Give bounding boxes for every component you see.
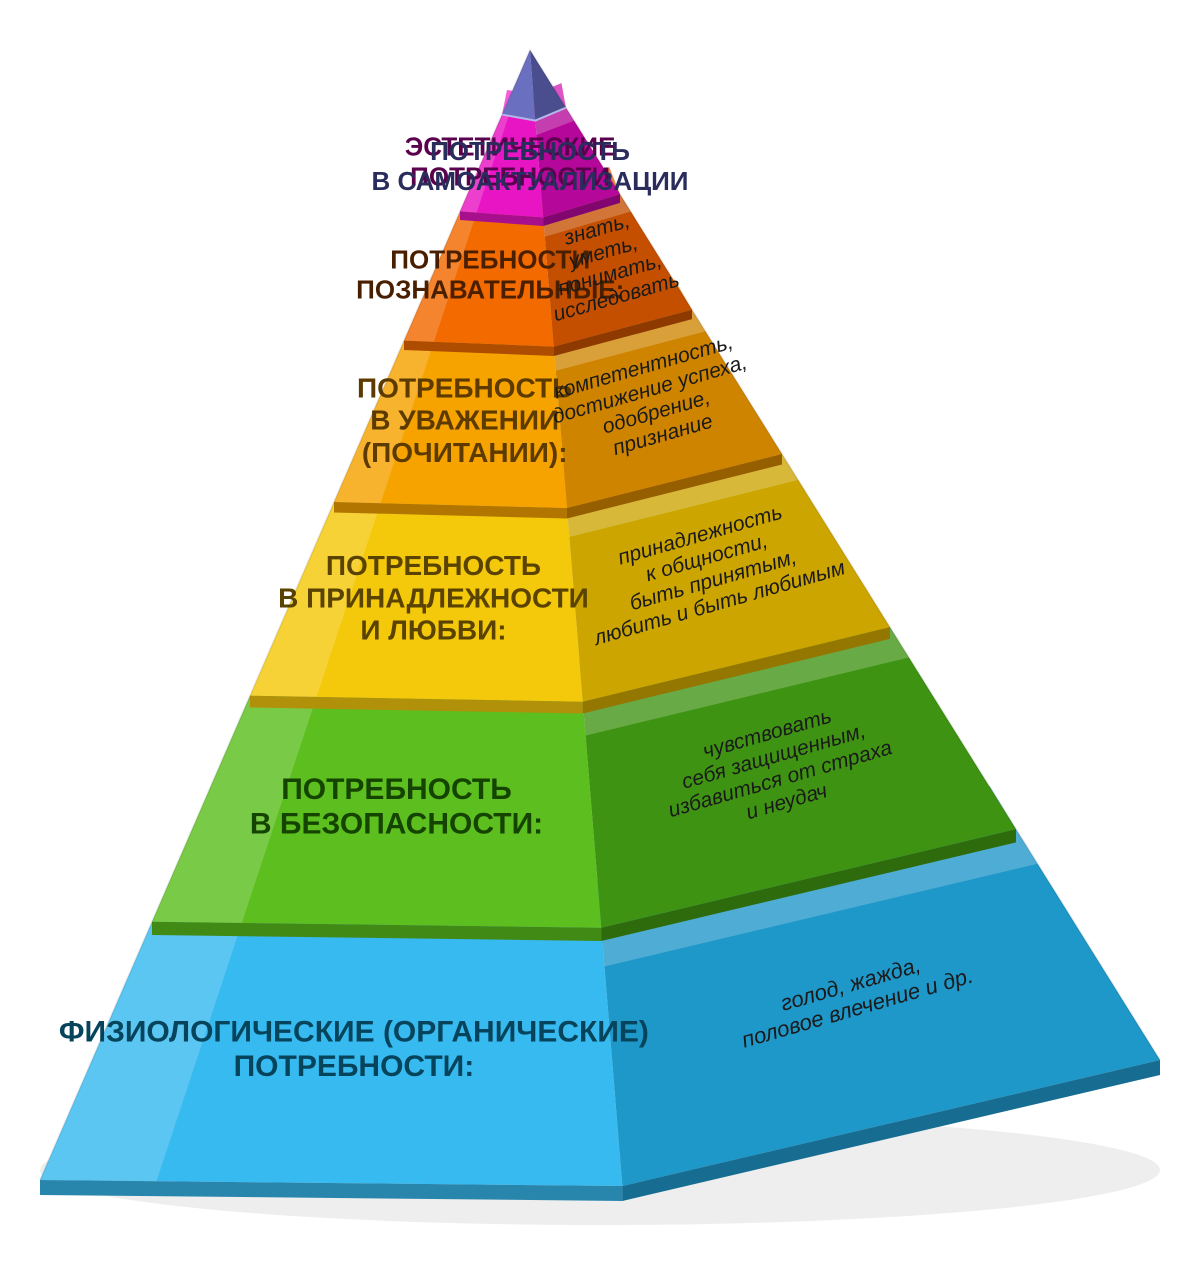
level-title-safety: ПОТРЕБНОСТЬВ БЕЗОПАСНОСТИ: <box>250 773 543 841</box>
pyramid-diagram: ФИЗИОЛОГИЧЕСКИЕ (ОРГАНИЧЕСКИЕ)ПОТРЕБНОСТ… <box>0 0 1200 1263</box>
level-title-esteem: ПОТРЕБНОСТЬВ УВАЖЕНИИ(ПОЧИТАНИИ): <box>357 372 572 467</box>
